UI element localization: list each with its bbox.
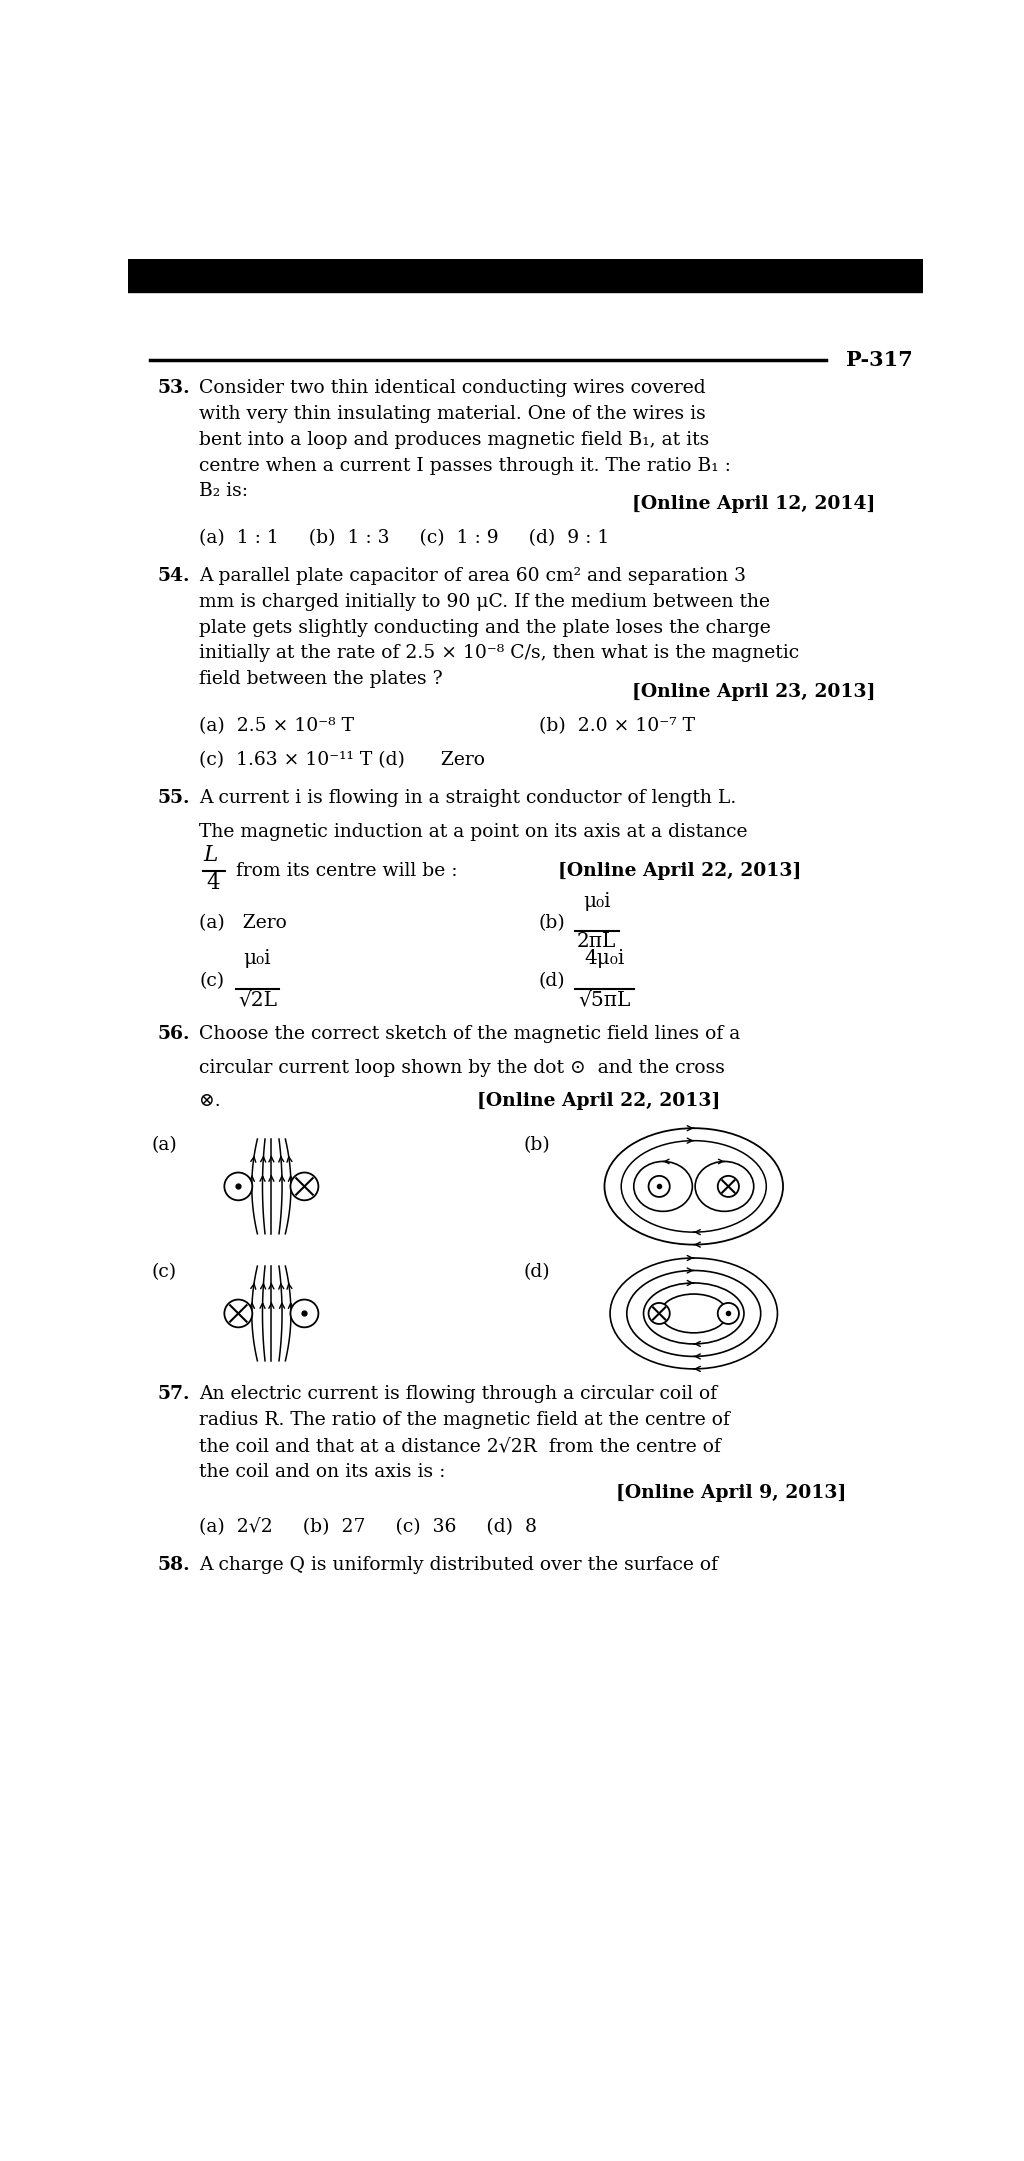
Text: 4μ₀i: 4μ₀i [585, 949, 625, 968]
Circle shape [224, 1299, 252, 1327]
Text: (c): (c) [152, 1262, 176, 1281]
Text: [Online April 23, 2013]: [Online April 23, 2013] [632, 683, 876, 700]
Text: μ₀i: μ₀i [583, 892, 610, 910]
Text: √2L: √2L [238, 990, 276, 1009]
Text: (a)  2.5 × 10⁻⁸ T: (a) 2.5 × 10⁻⁸ T [200, 717, 354, 735]
Text: A parallel plate capacitor of area 60 cm² and separation 3
mm is charged initial: A parallel plate capacitor of area 60 cm… [200, 568, 800, 687]
Text: [Online April 22, 2013]: [Online April 22, 2013] [477, 1093, 720, 1111]
Circle shape [718, 1303, 739, 1325]
Circle shape [718, 1176, 739, 1197]
Text: A charge Q is uniformly distributed over the surface of: A charge Q is uniformly distributed over… [200, 1556, 718, 1573]
Text: (c)  1.63 × 10⁻¹¹ T (d)      Zero: (c) 1.63 × 10⁻¹¹ T (d) Zero [200, 750, 485, 769]
Text: (c): (c) [200, 972, 224, 990]
Text: 4: 4 [206, 873, 220, 895]
Text: 53.: 53. [158, 380, 190, 398]
Circle shape [291, 1299, 318, 1327]
Text: [Online April 12, 2014]: [Online April 12, 2014] [632, 495, 876, 512]
Text: 58.: 58. [158, 1556, 190, 1573]
Text: circular current loop shown by the dot ⊙  and the cross: circular current loop shown by the dot ⊙… [200, 1059, 725, 1076]
Text: L: L [203, 845, 217, 867]
Text: (b)  2.0 × 10⁻⁷ T: (b) 2.0 × 10⁻⁷ T [539, 717, 694, 735]
Text: [Online April 9, 2013]: [Online April 9, 2013] [616, 1485, 847, 1502]
Text: μ₀i: μ₀i [244, 949, 271, 968]
Text: 54.: 54. [158, 568, 189, 586]
Text: (a)  2√2     (b)  27     (c)  36     (d)  8: (a) 2√2 (b) 27 (c) 36 (d) 8 [200, 1517, 538, 1536]
Text: An electric current is flowing through a circular coil of
radius R. The ratio of: An electric current is flowing through a… [200, 1385, 730, 1482]
Text: 57.: 57. [158, 1385, 189, 1402]
Text: A current i is flowing in a straight conductor of length L.: A current i is flowing in a straight con… [200, 789, 736, 806]
Text: The magnetic induction at a point on its axis at a distance: The magnetic induction at a point on its… [200, 823, 748, 841]
Circle shape [224, 1173, 252, 1199]
Text: (a)   Zero: (a) Zero [200, 914, 287, 931]
Text: P-317: P-317 [847, 350, 913, 370]
Text: (a)  1 : 1     (b)  1 : 3     (c)  1 : 9     (d)  9 : 1: (a) 1 : 1 (b) 1 : 3 (c) 1 : 9 (d) 9 : 1 [200, 529, 609, 547]
Text: from its centre will be :: from its centre will be : [236, 862, 458, 880]
Text: 55.: 55. [158, 789, 189, 806]
Text: Choose the correct sketch of the magnetic field lines of a: Choose the correct sketch of the magneti… [200, 1024, 740, 1044]
Text: √5πL: √5πL [579, 990, 631, 1009]
Circle shape [291, 1173, 318, 1199]
Text: (d): (d) [523, 1262, 550, 1281]
Text: Consider two thin identical conducting wires covered
with very thin insulating m: Consider two thin identical conducting w… [200, 380, 731, 499]
Text: 56.: 56. [158, 1024, 189, 1044]
Text: (a): (a) [152, 1135, 177, 1154]
Text: (d): (d) [539, 972, 565, 990]
Circle shape [648, 1176, 670, 1197]
Text: 2πL: 2πL [578, 931, 616, 951]
Text: ⊗.: ⊗. [200, 1093, 221, 1111]
Circle shape [648, 1303, 670, 1325]
Text: (b): (b) [523, 1135, 550, 1154]
Text: [Online April 22, 2013]: [Online April 22, 2013] [558, 862, 802, 880]
Text: (b): (b) [539, 914, 565, 931]
